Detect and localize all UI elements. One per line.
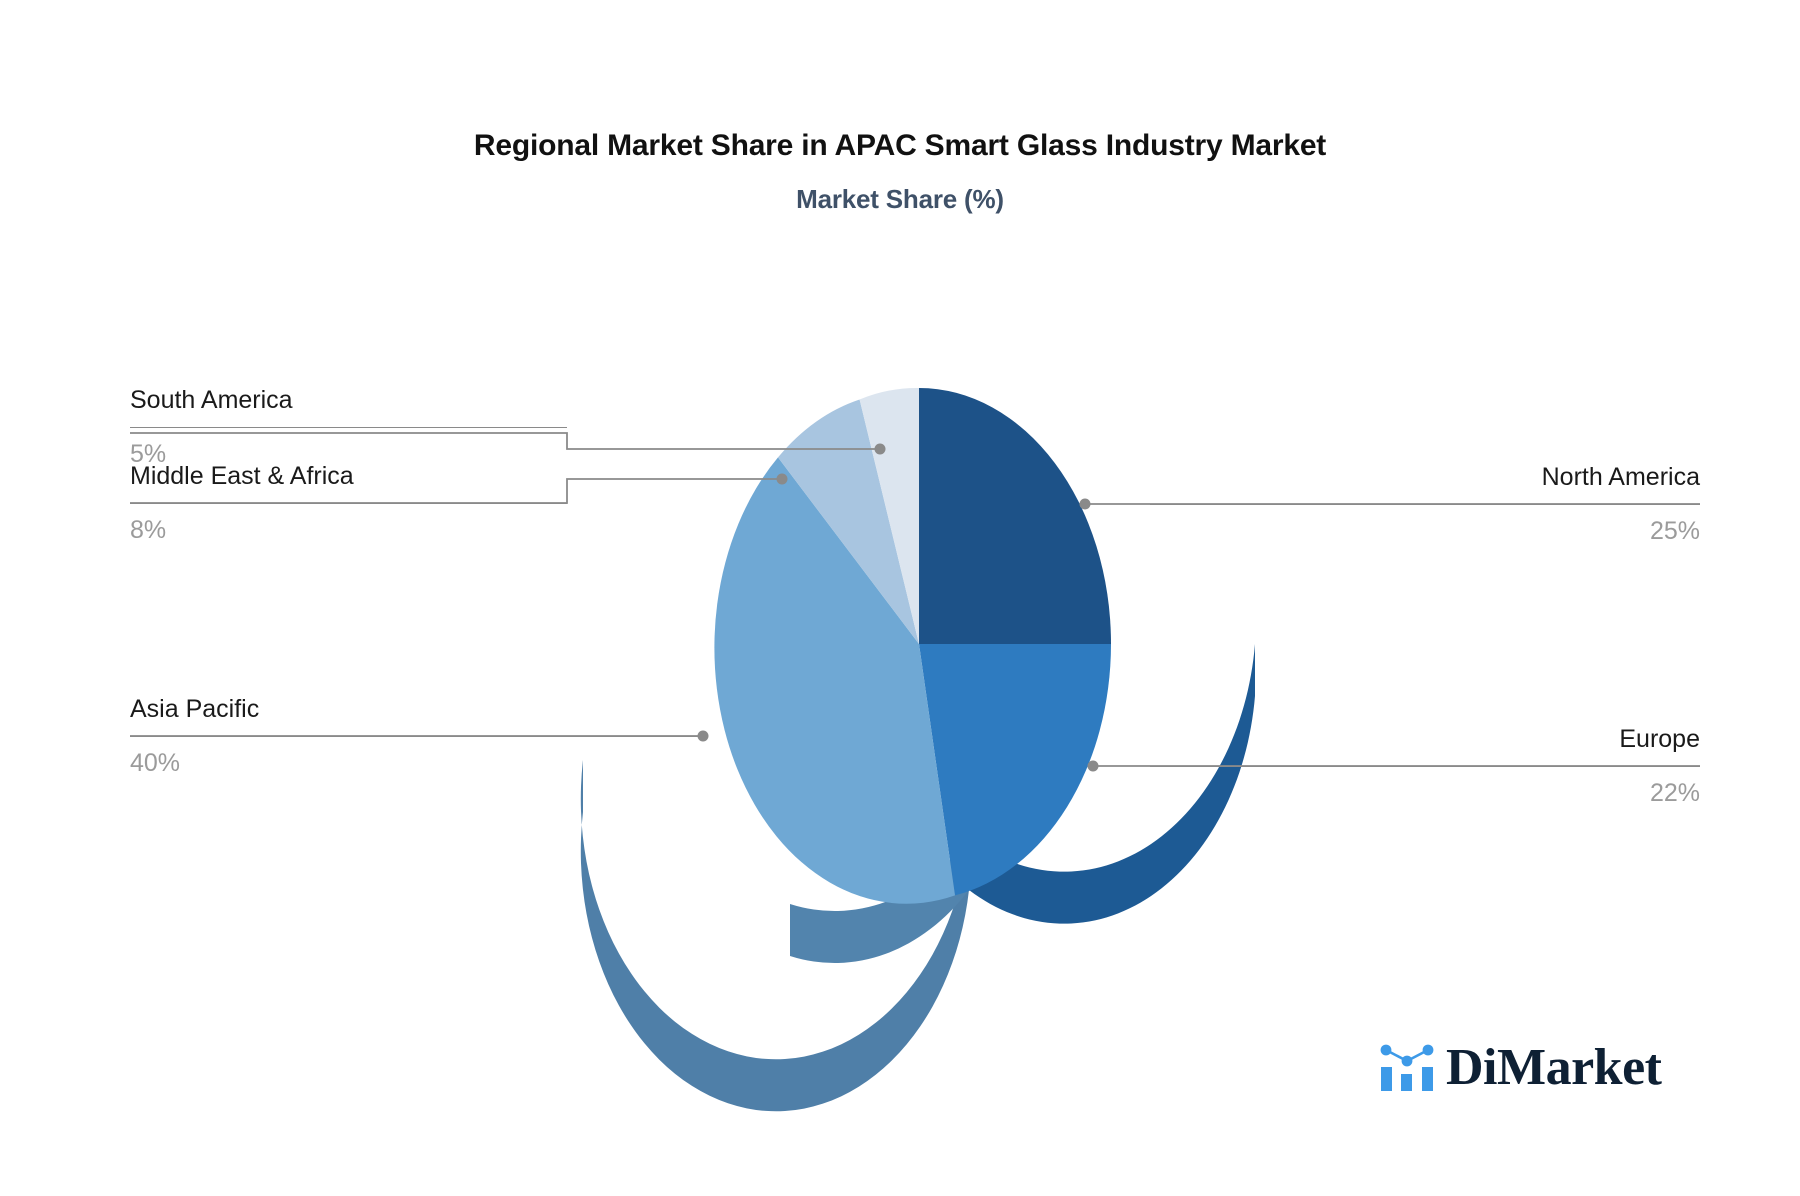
callout-asia-pacific-rule [130,736,703,737]
bar-chart-logo-icon [1380,1044,1434,1091]
callout-north-america-value: 25% [1649,517,1700,545]
callout-europe[interactable]: Europe 22% [1150,727,1700,806]
callout-middle-east-africa-rule [130,503,567,504]
chart-header: Regional Market Share in APAC Smart Glas… [0,128,1800,215]
callout-south-america-value: 5% [130,440,167,468]
pie-slice-middle-east-africa[interactable] [778,399,919,645]
callout-europe-rule [1150,766,1700,767]
callout-north-america[interactable]: North America 25% [1150,465,1700,544]
brand-logo[interactable]: DiMarket [1378,1039,1662,1096]
leader-line-south-america [130,432,880,450]
callout-europe-label: Europe [1619,725,1700,753]
callout-middle-east-africa[interactable]: Middle East & Africa 8% [130,464,567,543]
leader-dot-south-america [874,443,886,455]
pie-slice-europe[interactable] [919,644,1111,896]
callout-asia-pacific-value: 40% [130,749,181,777]
pie-slice-south-america[interactable] [859,387,919,644]
leader-dot-north-america [1079,498,1091,510]
pie-slice-north-america[interactable] [919,388,1111,644]
callout-south-america[interactable]: South America 5% [130,388,567,467]
pie-3d-side-walls [580,644,1255,1112]
callout-europe-value: 22% [1649,779,1700,807]
callout-north-america-label: North America [1541,463,1700,491]
callout-middle-east-africa-label: Middle East & Africa [130,462,354,490]
brand-name: DiMarket [1446,1039,1662,1096]
callout-asia-pacific-label: Asia Pacific [130,695,260,723]
callout-asia-pacific[interactable]: Asia Pacific 40% [130,697,703,776]
leader-dot-asia-pacific [697,730,709,742]
leader-dot-middle-east-africa [776,473,788,485]
pie-side-asia-pacific-bottom [790,838,969,964]
callout-south-america-rule [130,427,567,428]
pie-side-europe [969,644,1255,924]
callout-north-america-rule [1150,504,1700,505]
chart-title: Regional Market Share in APAC Smart Glas… [473,129,1327,162]
leader-dot-europe [1087,760,1099,772]
callout-middle-east-africa-value: 8% [130,516,167,544]
chart-subtitle: Market Share (%) [796,184,1004,214]
callout-south-america-label: South America [130,386,293,414]
pie-slice-asia-pacific[interactable] [714,457,955,904]
pie-top-face [714,387,1111,904]
